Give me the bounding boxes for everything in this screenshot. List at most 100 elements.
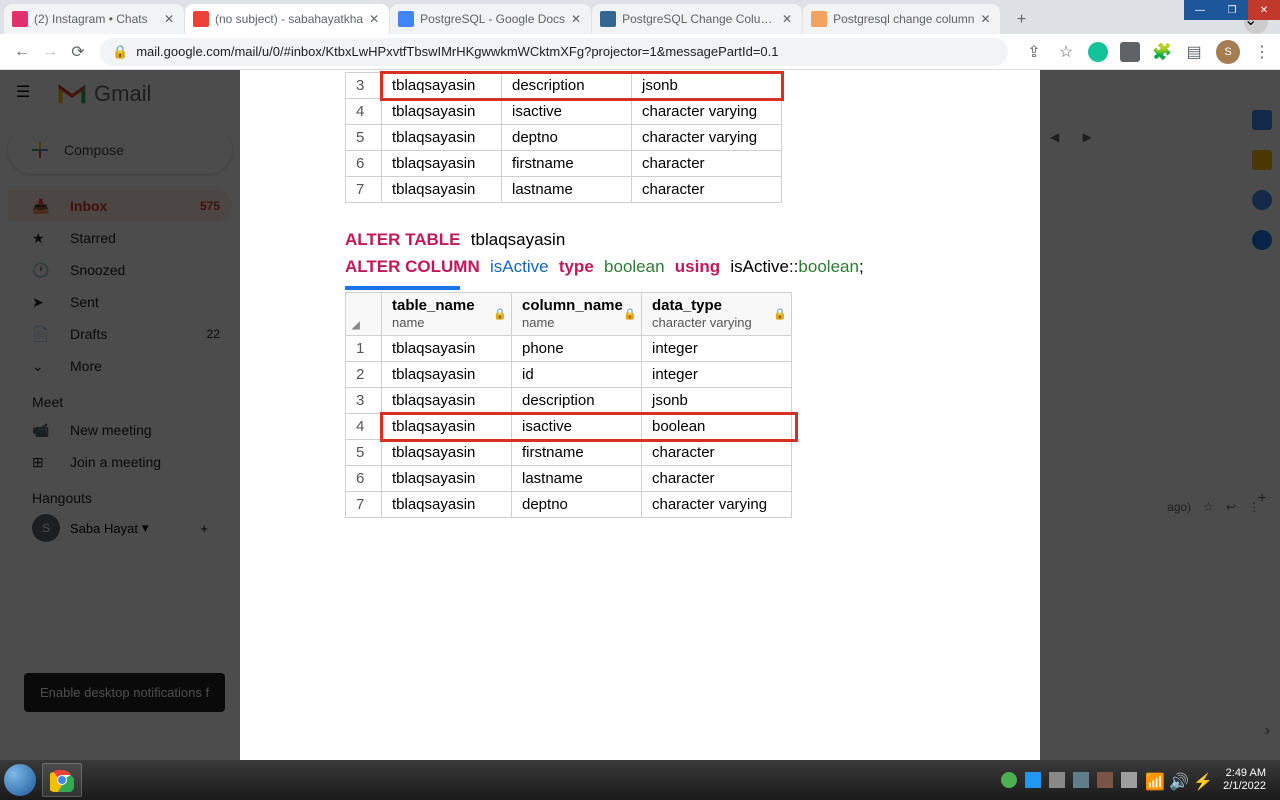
reply-icon[interactable]: ↩ xyxy=(1226,500,1236,514)
tab-close-icon[interactable]: ✕ xyxy=(569,12,583,26)
column-header[interactable]: data_typecharacter varying🔒 xyxy=(642,293,792,336)
sidebar-item-label: Inbox xyxy=(70,198,107,214)
chrome-menu-button[interactable]: ⋮ xyxy=(1252,42,1272,62)
notification-toast[interactable]: Enable desktop notifications f xyxy=(24,673,225,712)
sidebar-item-label: Snoozed xyxy=(70,262,125,278)
table-row: 6tblaqsayasinlastnamecharacter xyxy=(346,466,792,492)
forward-button[interactable]: → xyxy=(36,38,64,66)
maximize-button[interactable]: ❐ xyxy=(1216,0,1248,20)
tab-close-icon[interactable]: ✕ xyxy=(367,12,381,26)
share-icon[interactable]: ⇪ xyxy=(1024,42,1044,62)
browser-tab[interactable]: PostgreSQL - Google Docs ✕ xyxy=(390,4,591,34)
gmail-right-panel: ◀ ▶ + ago) ☆ ↩ ⋮ › xyxy=(1040,70,1280,760)
chevron-right-icon[interactable]: › xyxy=(1265,722,1270,740)
meet-item[interactable]: ⊞Join a meeting xyxy=(8,446,232,478)
calendar-icon[interactable] xyxy=(1252,110,1272,130)
lock-icon: 🔒 xyxy=(623,308,637,321)
sidebar-item-icon: 🕐 xyxy=(32,262,52,279)
extensions-button[interactable]: 🧩 xyxy=(1152,42,1172,62)
network-icon[interactable]: 📶 xyxy=(1145,772,1161,788)
table-after: ◢table_namename🔒column_namename🔒data_typ… xyxy=(345,292,792,518)
tab-title: PostgreSQL - Google Docs xyxy=(420,12,565,26)
hamburger-menu-icon[interactable]: ☰ xyxy=(16,82,40,106)
tab-close-icon[interactable]: ✕ xyxy=(978,12,992,26)
tab-close-icon[interactable]: ✕ xyxy=(780,12,794,26)
notification-text: Enable desktop notifications f xyxy=(40,685,209,700)
tab-title: (2) Instagram • Chats xyxy=(34,12,158,26)
tray-icon[interactable] xyxy=(1001,772,1017,788)
table-row: 1tblaqsayasinphoneinteger xyxy=(346,336,792,362)
start-button[interactable] xyxy=(0,760,40,800)
sidebar-item-icon: 📥 xyxy=(32,198,52,215)
tray-icon[interactable] xyxy=(1049,772,1065,788)
keep-icon[interactable] xyxy=(1252,150,1272,170)
address-bar: ← → ⟳ 🔒 mail.google.com/mail/u/0/#inbox/… xyxy=(0,34,1280,70)
browser-tab[interactable]: PostgreSQL Change Column ✕ xyxy=(592,4,802,34)
extension-grammarly-icon[interactable] xyxy=(1088,42,1108,62)
lock-icon: 🔒 xyxy=(493,308,507,321)
tab-favicon-icon xyxy=(398,11,414,27)
bookmark-icon[interactable]: ☆ xyxy=(1056,42,1076,62)
tray-icon[interactable] xyxy=(1121,772,1137,788)
gmail-logo[interactable]: Gmail xyxy=(56,81,151,107)
sidebar-item[interactable]: ⌄ More xyxy=(8,350,232,382)
minimize-button[interactable]: — xyxy=(1184,0,1216,20)
clock[interactable]: 2:49 AM 2/1/2022 xyxy=(1217,767,1272,793)
tray-icon[interactable] xyxy=(1025,772,1041,788)
hangouts-section-label: Hangouts xyxy=(8,478,232,510)
hangouts-avatar: S xyxy=(32,514,60,542)
lock-icon: 🔒 xyxy=(112,44,128,60)
tray-icon[interactable] xyxy=(1073,772,1089,788)
reload-button[interactable]: ⟳ xyxy=(64,38,92,66)
sidebar-item-label: Starred xyxy=(70,230,116,246)
table-row: 5tblaqsayasinfirstnamecharacter xyxy=(346,440,792,466)
table-row: 6tblaqsayasinfirstnamecharacter xyxy=(346,151,782,177)
sidebar-item[interactable]: 📄 Drafts 22 xyxy=(8,318,232,350)
table-row: 4tblaqsayasinisactiveboolean xyxy=(346,414,792,440)
browser-tab[interactable]: Postgresql change column ✕ xyxy=(803,4,1000,34)
extension-icon[interactable] xyxy=(1120,42,1140,62)
table-row: 5tblaqsayasindeptnocharacter varying xyxy=(346,125,782,151)
tab-close-icon[interactable]: ✕ xyxy=(162,12,176,26)
battery-icon[interactable]: ⚡ xyxy=(1193,772,1209,788)
tray-icon[interactable] xyxy=(1097,772,1113,788)
active-tab-indicator xyxy=(345,286,460,290)
compose-button[interactable]: Compose xyxy=(8,126,232,174)
compose-label: Compose xyxy=(64,142,124,158)
star-icon[interactable]: ☆ xyxy=(1203,500,1214,514)
sidebar-item-count: 575 xyxy=(200,199,220,213)
sidebar-item[interactable]: 📥 Inbox 575 xyxy=(8,190,232,222)
back-button[interactable]: ← xyxy=(8,38,36,66)
sidebar-item-icon: 📄 xyxy=(32,326,52,343)
table-row: 2tblaqsayasinidinteger xyxy=(346,362,792,388)
sidebar-item[interactable]: ➤ Sent xyxy=(8,286,232,318)
reading-list-icon[interactable]: ▤ xyxy=(1184,42,1204,62)
chrome-taskbar-icon[interactable] xyxy=(42,763,82,797)
meet-item-label: New meeting xyxy=(70,422,152,438)
table-row: 4tblaqsayasinisactivecharacter varying xyxy=(346,99,782,125)
sidebar-item[interactable]: 🕐 Snoozed xyxy=(8,254,232,286)
browser-tab[interactable]: (no subject) - sabahayatkha ✕ xyxy=(185,4,389,34)
tab-title: PostgreSQL Change Column xyxy=(622,12,776,26)
column-header[interactable]: column_namename🔒 xyxy=(512,293,642,336)
table-row: 3tblaqsayasindescriptionjsonb xyxy=(346,73,782,99)
tab-favicon-icon xyxy=(811,11,827,27)
sidebar-item-label: Drafts xyxy=(70,326,107,342)
sidebar-item[interactable]: ★ Starred xyxy=(8,222,232,254)
user-avatar[interactable]: S xyxy=(1216,40,1240,64)
more-icon[interactable]: ⋮ xyxy=(1248,500,1260,514)
hangouts-user[interactable]: S Saba Hayat ▾ + xyxy=(8,510,232,546)
window-controls: — ❐ ✕ xyxy=(1184,0,1280,20)
tasks-icon[interactable] xyxy=(1252,190,1272,210)
column-header[interactable]: table_namename🔒 xyxy=(382,293,512,336)
volume-icon[interactable]: 🔊 xyxy=(1169,772,1185,788)
new-tab-button[interactable]: + xyxy=(1007,6,1035,34)
lock-icon: 🔒 xyxy=(773,308,787,321)
close-button[interactable]: ✕ xyxy=(1248,0,1280,20)
meet-item-label: Join a meeting xyxy=(70,454,161,470)
browser-tab[interactable]: (2) Instagram • Chats ✕ xyxy=(4,4,184,34)
url-input[interactable]: 🔒 mail.google.com/mail/u/0/#inbox/KtbxLw… xyxy=(100,38,1008,66)
contacts-icon[interactable] xyxy=(1252,230,1272,250)
meet-item[interactable]: 📹New meeting xyxy=(8,414,232,446)
hangouts-add-icon[interactable]: + xyxy=(200,521,208,536)
